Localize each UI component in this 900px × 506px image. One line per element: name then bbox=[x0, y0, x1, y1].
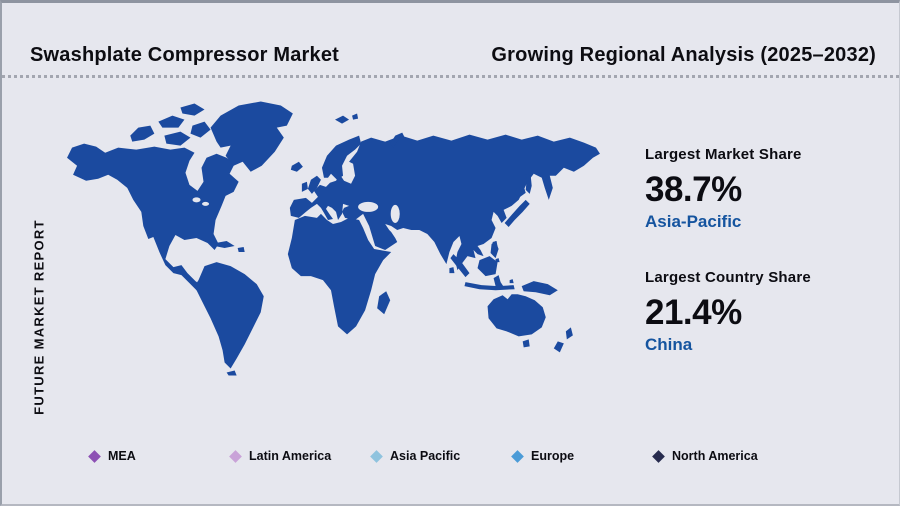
continent-eurasia bbox=[289, 134, 600, 271]
dotted-divider bbox=[2, 75, 899, 78]
legend-label: North America bbox=[672, 449, 758, 463]
arctic-north-islands bbox=[335, 113, 405, 148]
world-map-landmass bbox=[67, 101, 600, 376]
diamond-icon bbox=[652, 449, 665, 463]
stat-region: Asia-Pacific bbox=[645, 212, 742, 231]
legend-item-north-america: North America bbox=[652, 449, 758, 463]
caribbean-islands bbox=[214, 241, 245, 253]
stat-label: Largest Country Share bbox=[645, 269, 811, 286]
diamond-icon bbox=[229, 449, 242, 463]
continent-south-america bbox=[194, 262, 264, 376]
iceland bbox=[290, 161, 303, 172]
legend-label: Asia Pacific bbox=[390, 449, 461, 463]
stat-value: 38.7% bbox=[645, 170, 742, 209]
british-isles bbox=[301, 175, 321, 194]
indonesia bbox=[450, 254, 558, 296]
stat-value: 21.4% bbox=[645, 293, 742, 332]
stat-market-share: Largest Market Share 38.7% Asia-Pacific bbox=[645, 146, 885, 232]
legend-label: MEA bbox=[108, 449, 136, 463]
legend-item-latin-america: Latin America bbox=[229, 449, 372, 463]
madagascar bbox=[377, 291, 391, 315]
new-zealand bbox=[553, 327, 573, 353]
diamond-icon bbox=[511, 449, 524, 463]
caspian-sea bbox=[390, 204, 400, 223]
diamond-icon bbox=[370, 449, 383, 463]
page-subtitle: Growing Regional Analysis (2025–2032) bbox=[491, 44, 876, 66]
great-lakes bbox=[202, 201, 210, 206]
legend-item-europe: Europe bbox=[511, 449, 654, 463]
sakhalin bbox=[525, 173, 532, 194]
stat-country-share: Largest Country Share 21.4% China bbox=[645, 269, 885, 355]
legend-label: Europe bbox=[531, 449, 575, 463]
legend-label: Latin America bbox=[249, 449, 332, 463]
brand-vertical-text: FUTURE MARKET REPORT bbox=[31, 219, 47, 415]
diamond-icon bbox=[88, 449, 101, 463]
great-lakes bbox=[192, 197, 201, 203]
legend-item-asia-pacific: Asia Pacific bbox=[370, 449, 513, 463]
arctic-islands bbox=[130, 103, 211, 146]
japan bbox=[504, 185, 530, 227]
philippines bbox=[490, 241, 500, 263]
stat-region: China bbox=[645, 335, 693, 354]
legend-item-mea: MEA bbox=[88, 449, 231, 463]
continent-australia bbox=[487, 294, 546, 348]
map-legend: MEA Latin America Asia Pacific Europe No… bbox=[88, 449, 758, 463]
continent-africa bbox=[287, 213, 392, 335]
world-map bbox=[67, 101, 600, 376]
stat-label: Largest Market Share bbox=[645, 146, 802, 163]
black-sea bbox=[358, 201, 379, 212]
scandinavia bbox=[321, 135, 362, 180]
page-title: Swashplate Compressor Market bbox=[30, 44, 340, 66]
sri-lanka bbox=[449, 267, 455, 274]
stats-panel: Largest Market Share 38.7% Asia-Pacific … bbox=[645, 146, 885, 392]
continent-north-america bbox=[67, 143, 239, 292]
inland-seas bbox=[192, 197, 400, 223]
greenland bbox=[210, 101, 293, 172]
